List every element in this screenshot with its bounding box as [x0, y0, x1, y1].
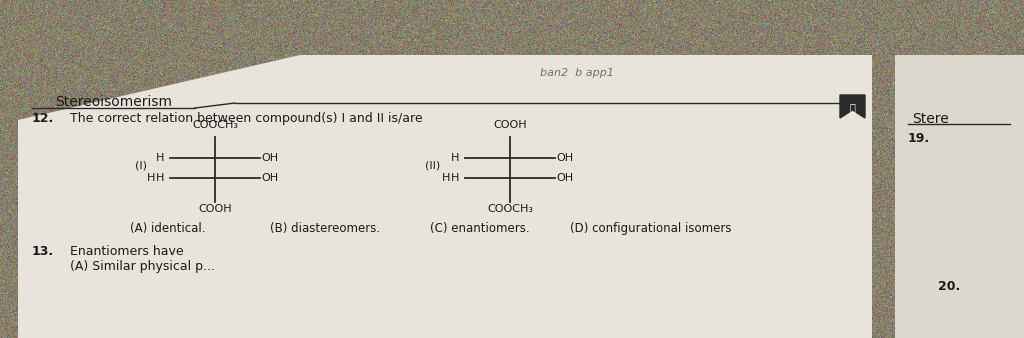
Text: 12.: 12. — [32, 112, 54, 125]
Text: 13.: 13. — [32, 245, 54, 258]
Text: COOCH₃: COOCH₃ — [193, 120, 238, 130]
Text: (D) configurational isomers: (D) configurational isomers — [570, 222, 731, 235]
Text: H: H — [451, 173, 459, 183]
Text: Stereoisomerism: Stereoisomerism — [55, 95, 172, 109]
Text: OH: OH — [556, 153, 573, 163]
Text: OH: OH — [261, 173, 279, 183]
Text: OH: OH — [556, 173, 573, 183]
Text: H: H — [451, 153, 459, 163]
Polygon shape — [895, 55, 1024, 338]
Text: (II): (II) — [425, 161, 440, 171]
Text: COOH: COOH — [199, 204, 231, 214]
Text: ban2  b app1: ban2 b app1 — [540, 68, 614, 78]
Text: Enantiomers have: Enantiomers have — [70, 245, 183, 258]
Text: COOCH₃: COOCH₃ — [487, 204, 534, 214]
Text: 19.: 19. — [908, 132, 930, 145]
Text: Stere: Stere — [912, 112, 949, 126]
Text: 八: 八 — [849, 102, 855, 112]
Text: H: H — [147, 173, 156, 183]
Text: (B) diastereomers.: (B) diastereomers. — [270, 222, 380, 235]
Text: 20.: 20. — [938, 280, 961, 293]
Text: (I): (I) — [135, 161, 147, 171]
Polygon shape — [18, 55, 872, 338]
Text: (A) Similar physical p...: (A) Similar physical p... — [70, 260, 215, 273]
Text: COOH: COOH — [494, 120, 526, 130]
Text: H: H — [442, 173, 451, 183]
Text: OH: OH — [261, 153, 279, 163]
Text: H: H — [156, 173, 164, 183]
Text: (A) identical.: (A) identical. — [130, 222, 206, 235]
Text: (C) enantiomers.: (C) enantiomers. — [430, 222, 529, 235]
Text: H: H — [156, 153, 164, 163]
Text: The correct relation between compound(s) I and II is/are: The correct relation between compound(s)… — [70, 112, 423, 125]
Polygon shape — [840, 95, 865, 118]
